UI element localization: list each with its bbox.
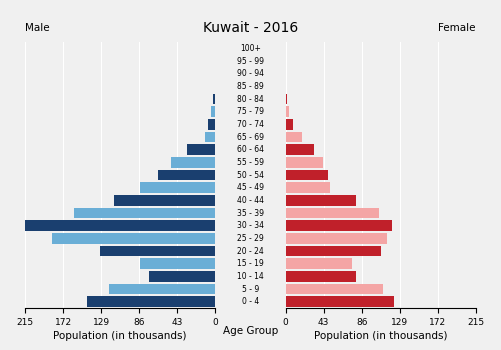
Text: 70 - 74: 70 - 74: [237, 120, 264, 129]
Text: 10 - 14: 10 - 14: [237, 272, 264, 281]
Text: Kuwait - 2016: Kuwait - 2016: [203, 21, 298, 35]
Text: 95 - 99: 95 - 99: [237, 56, 264, 65]
Text: Male: Male: [25, 23, 50, 33]
Bar: [286, 106, 289, 117]
Bar: [211, 106, 215, 117]
Bar: [286, 284, 383, 294]
Bar: [213, 93, 215, 104]
Bar: [25, 220, 215, 231]
Bar: [187, 144, 215, 155]
Text: 45 - 49: 45 - 49: [237, 183, 264, 192]
Bar: [286, 220, 392, 231]
Text: 20 - 24: 20 - 24: [237, 246, 264, 256]
Bar: [286, 233, 387, 244]
Text: 65 - 69: 65 - 69: [237, 133, 264, 141]
Text: 30 - 34: 30 - 34: [237, 221, 264, 230]
Text: 100+: 100+: [240, 44, 261, 53]
Text: 75 - 79: 75 - 79: [237, 107, 264, 116]
Bar: [286, 195, 356, 206]
Bar: [149, 271, 215, 282]
Text: 35 - 39: 35 - 39: [237, 209, 264, 217]
Bar: [286, 144, 314, 155]
Bar: [286, 182, 330, 193]
Bar: [286, 93, 288, 104]
Bar: [114, 195, 215, 206]
Bar: [109, 284, 215, 294]
Bar: [286, 170, 328, 180]
Bar: [286, 246, 381, 257]
Bar: [286, 258, 352, 269]
Bar: [286, 119, 293, 130]
Bar: [100, 246, 215, 257]
Text: 5 - 9: 5 - 9: [242, 285, 259, 294]
Bar: [171, 157, 215, 168]
Text: 0 - 4: 0 - 4: [242, 297, 259, 306]
Bar: [286, 132, 302, 142]
Bar: [52, 233, 215, 244]
Bar: [286, 296, 394, 307]
Text: 40 - 44: 40 - 44: [237, 196, 264, 205]
Bar: [205, 132, 215, 142]
Bar: [87, 296, 215, 307]
Bar: [286, 208, 379, 218]
Text: Female: Female: [438, 23, 476, 33]
Text: 15 - 19: 15 - 19: [237, 259, 264, 268]
Text: 25 - 29: 25 - 29: [237, 234, 264, 243]
Bar: [158, 170, 215, 180]
Bar: [208, 119, 215, 130]
Text: 80 - 84: 80 - 84: [237, 94, 264, 104]
Bar: [140, 182, 215, 193]
Bar: [74, 208, 215, 218]
X-axis label: Population (in thousands): Population (in thousands): [54, 331, 187, 341]
Bar: [286, 271, 356, 282]
Text: 55 - 59: 55 - 59: [237, 158, 264, 167]
Text: 90 - 94: 90 - 94: [237, 69, 264, 78]
Text: 50 - 54: 50 - 54: [237, 170, 264, 180]
Text: 60 - 64: 60 - 64: [237, 145, 264, 154]
Text: Age Group: Age Group: [223, 326, 278, 336]
Text: 85 - 89: 85 - 89: [237, 82, 264, 91]
Bar: [140, 258, 215, 269]
Bar: [286, 157, 323, 168]
X-axis label: Population (in thousands): Population (in thousands): [314, 331, 447, 341]
